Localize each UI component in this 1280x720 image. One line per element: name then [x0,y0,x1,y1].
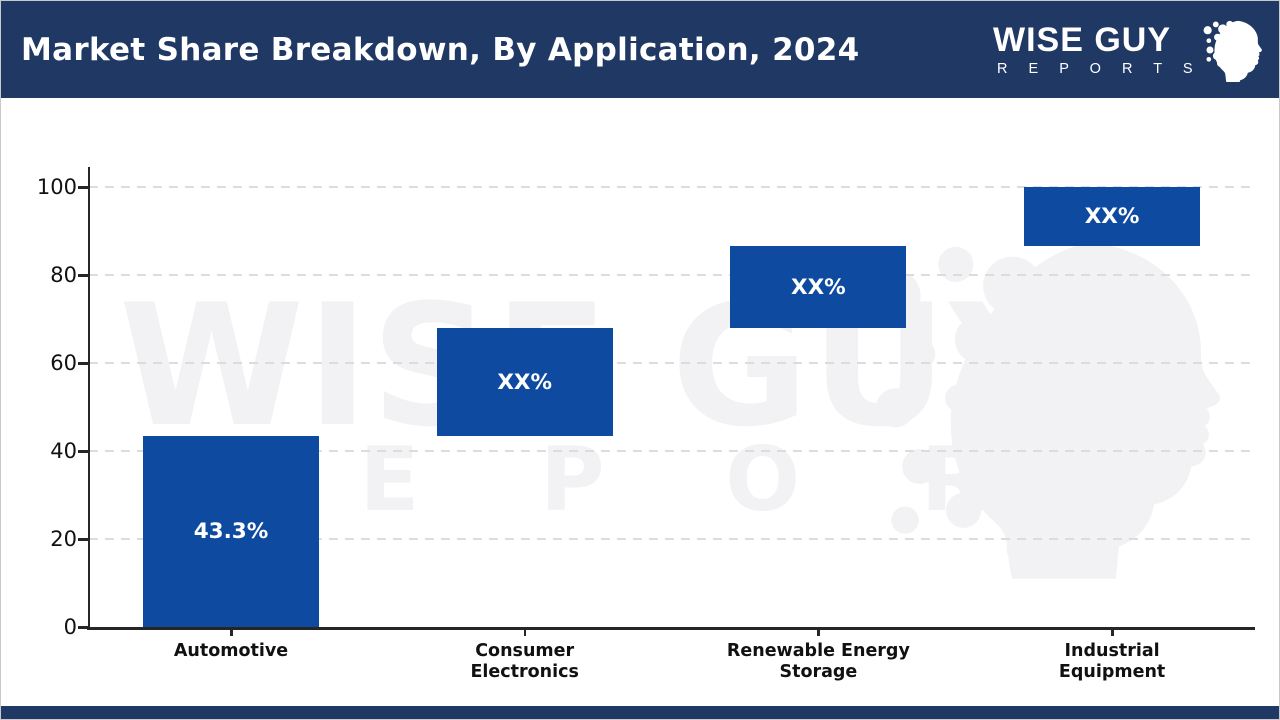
x-tick-mark [230,630,233,636]
chart-title: Market Share Breakdown, By Application, … [21,31,860,68]
gridline [89,538,1255,540]
y-tick-mark [78,274,89,277]
bar-value-label: XX% [497,369,553,395]
y-axis-line [87,167,90,630]
logo-wordmark: WISE GUY [993,21,1172,59]
logo-subtext: R E P O R T S [997,61,1201,77]
gridline [89,274,1255,276]
y-tick-label: 100 [36,175,77,199]
gridline [89,450,1255,452]
chart-region: WISE GUY R E P O R T S 0 20 40 60 80 100 43.3%… [1,98,1279,708]
category-label: Industrial Equipment [1058,641,1166,682]
plot-area: 0 20 40 60 80 100 43.3% Automotive XX% Consumer E… [1,98,1279,708]
bar-value-label: XX% [791,274,846,300]
category-label: Automotive [173,641,289,661]
gridline [89,186,1255,188]
y-tick-mark [78,362,89,365]
category-label: Renewable Energy Storage [726,641,910,682]
footer-bar [1,706,1279,719]
x-tick-mark [1111,630,1114,636]
wiseguy-logo: WISE GUY R E P O R T S [993,11,1267,89]
y-tick-label: 60 [50,351,77,375]
y-tick-mark [78,538,89,541]
bar-value-label: XX% [1084,204,1140,230]
category-label: Consumer Electronics [470,641,579,682]
y-tick-label: 40 [50,439,77,463]
logo-text: WISE GUY R E P O R T S [993,22,1201,77]
bar: XX% [1024,187,1201,247]
bar: 43.3% [143,436,319,627]
y-tick-label: 0 [63,615,77,639]
x-tick-mark [523,630,527,636]
y-tick-label: 80 [50,263,77,287]
x-tick-mark [817,630,820,636]
y-tick-mark [78,626,89,629]
gridline [89,362,1255,364]
y-tick-label: 20 [50,527,77,551]
x-axis-line [87,627,1255,630]
bar: XX% [730,246,907,328]
wiseguy-head-icon [1203,20,1262,82]
bar: XX% [436,327,613,437]
header-bar: Market Share Breakdown, By Application, … [1,1,1279,98]
bar-value-label: 43.3% [193,519,269,545]
y-tick-mark [78,450,89,453]
y-tick-mark [78,186,89,189]
